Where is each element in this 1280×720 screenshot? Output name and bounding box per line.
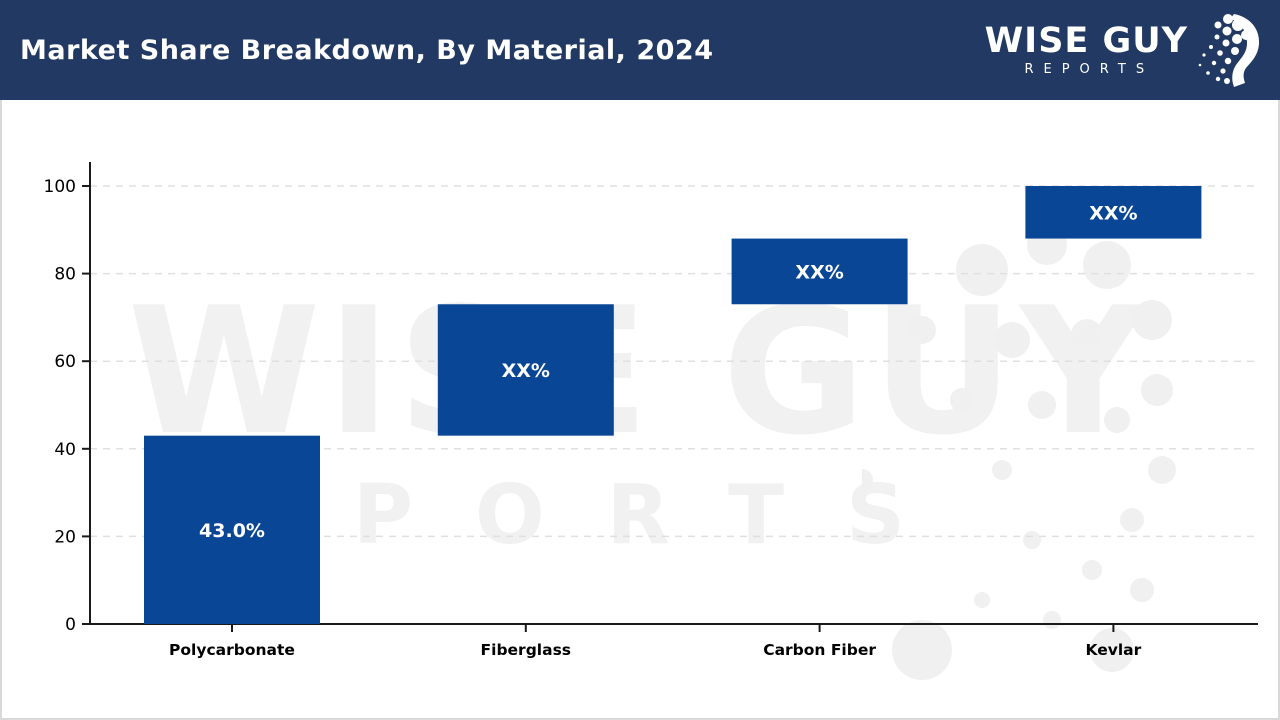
- bar-value-label-3: XX%: [1089, 202, 1137, 224]
- bar-value-label-0: 43.0%: [199, 520, 265, 542]
- y-tick-label-80: 80: [54, 265, 76, 285]
- x-category-label-1: Fiberglass: [481, 641, 571, 659]
- bar-2: [731, 238, 908, 305]
- wise-guy-head-icon: [1198, 14, 1260, 87]
- header: Market Share Breakdown, By Material, 202…: [0, 0, 1280, 100]
- bar-value-label-1: XX%: [502, 360, 550, 382]
- page-title: Market Share Breakdown, By Material, 202…: [20, 34, 714, 66]
- y-tick-label-0: 0: [65, 615, 76, 635]
- x-category-label-3: Kevlar: [1086, 641, 1142, 659]
- bar-1: [437, 304, 614, 436]
- y-tick-label-40: 40: [54, 440, 76, 460]
- x-category-label-2: Carbon Fiber: [763, 641, 876, 659]
- bar-0: [144, 435, 320, 624]
- y-tick-label-100: 100: [44, 177, 76, 197]
- brand-logo-line2: REPORTS: [1024, 61, 1155, 77]
- brand-logo-text: WISE GUY REPORTS: [984, 20, 1188, 77]
- x-category-label-0: Polycarbonate: [169, 641, 295, 659]
- brand-logo: WISE GUY REPORTS: [985, 11, 1262, 89]
- brand-logo-line1: WISE GUY: [984, 20, 1188, 61]
- waterfall-chart: 0 20 40 60 80 100 43.0% Polycarbonate XX% Fibergl…: [44, 162, 1258, 659]
- y-tick-label-20: 20: [54, 527, 76, 547]
- chart-area: WISE GUY PORTS 0 20 40 60 80 100 43.0% Polycarb…: [0, 100, 1280, 720]
- y-tick-label-60: 60: [54, 352, 76, 372]
- bar-value-label-2: XX%: [795, 261, 843, 283]
